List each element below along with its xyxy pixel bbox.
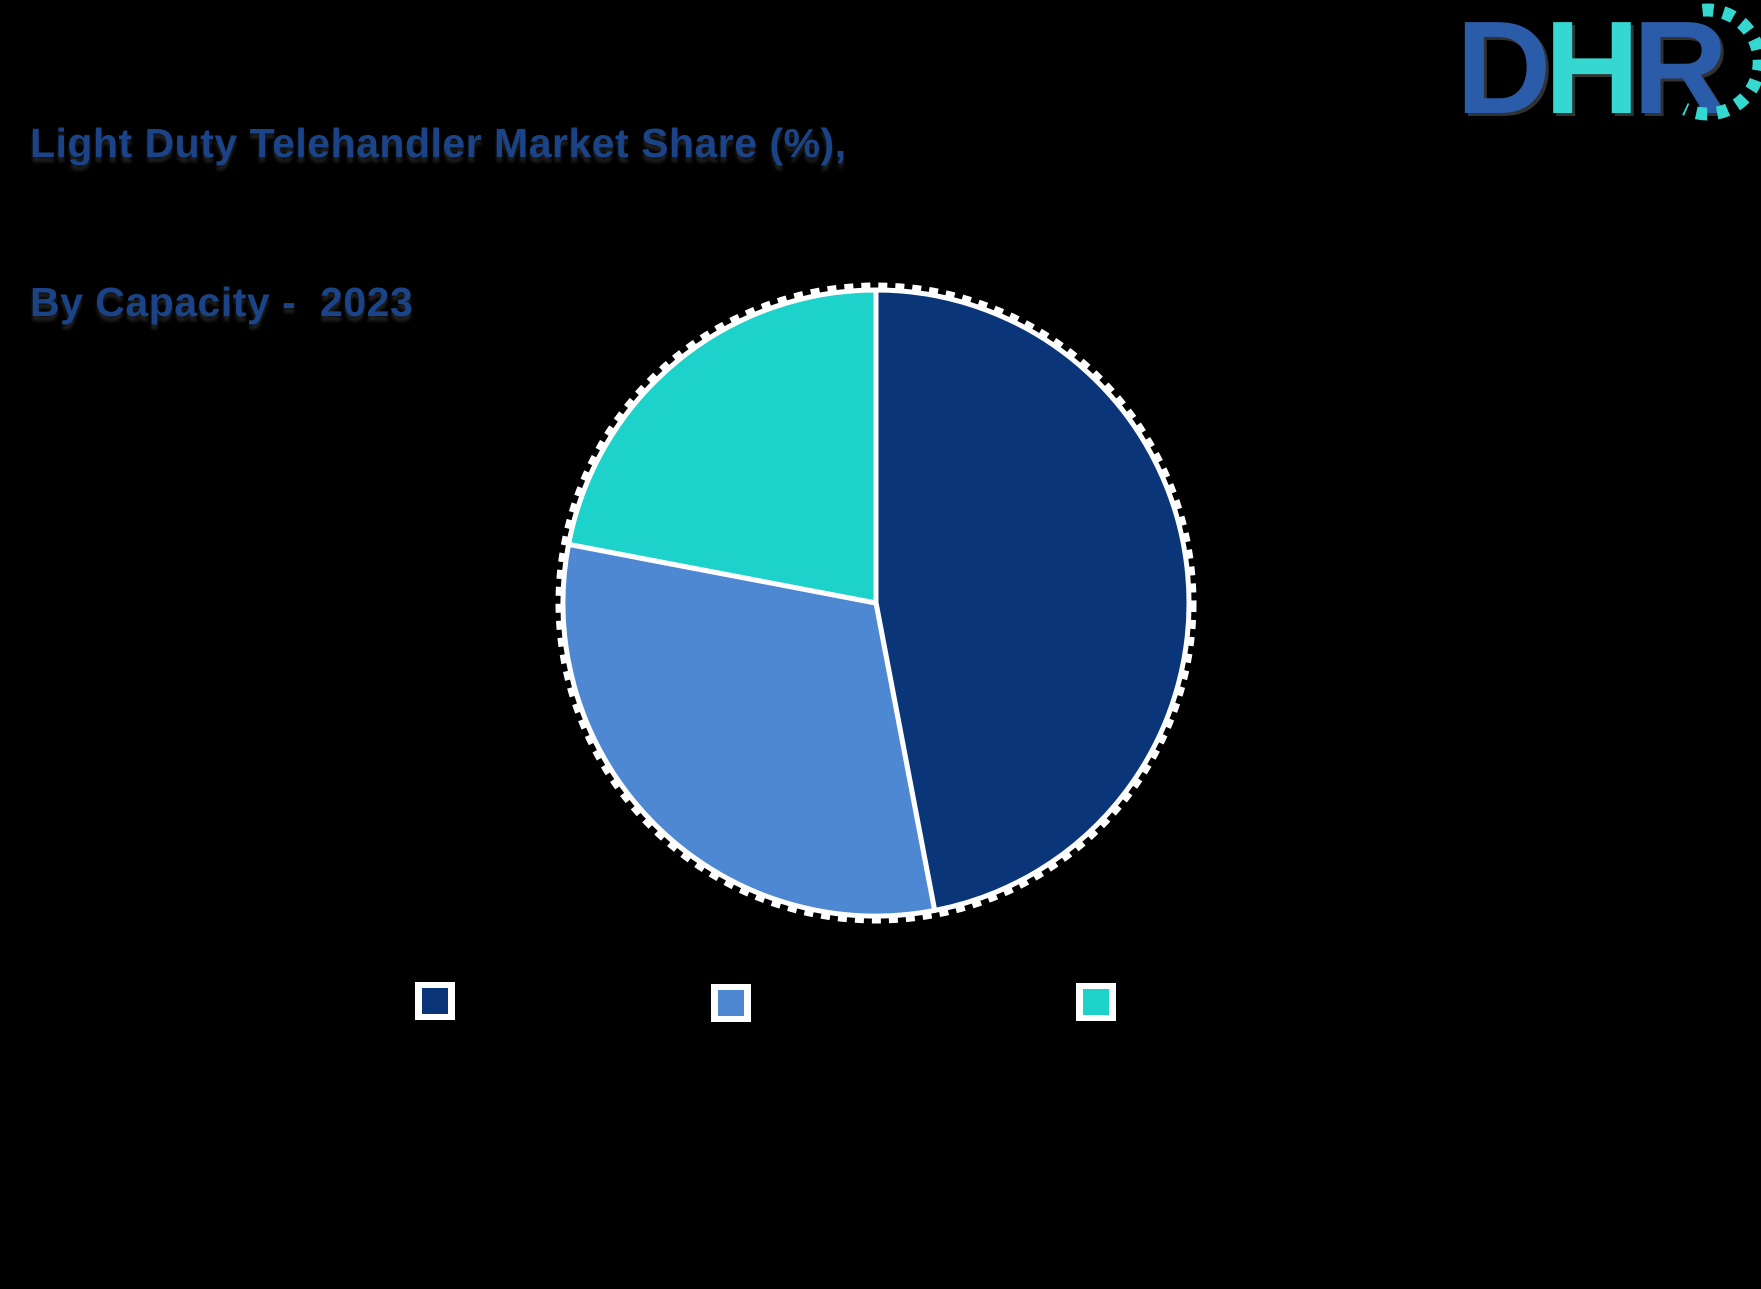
legend-swatch-teal	[1083, 989, 1109, 1015]
chart-title: Light Duty Telehandler Market Share (%),…	[30, 10, 847, 383]
dhr-logo: DHR	[1456, 0, 1728, 141]
pie-slice-1	[873, 287, 1192, 913]
pie-chart	[555, 282, 1197, 924]
legend-swatch-blue	[718, 990, 744, 1016]
pie-slice-2	[560, 541, 938, 919]
legend-item-2	[711, 984, 751, 1022]
logo-letter-r: R	[1632, 0, 1728, 141]
logo-arc-stroke	[1682, 3, 1761, 121]
logo-letter-d: D	[1456, 0, 1551, 141]
pie-outer-dashed-ring	[555, 282, 1197, 924]
pie-slices-group	[560, 287, 1192, 919]
chart-title-line2: By Capacity - 2023	[30, 279, 414, 326]
chart-title-line1: Light Duty Telehandler Market Share (%),	[30, 119, 847, 166]
logo-dashes-arc-icon	[1682, 3, 1761, 121]
pie-slice-3	[566, 287, 879, 606]
legend-item-1	[415, 982, 455, 1020]
legend-item-3	[1076, 983, 1116, 1021]
logo-letter-h: H	[1544, 0, 1639, 141]
legend-swatch-navy	[422, 988, 448, 1014]
